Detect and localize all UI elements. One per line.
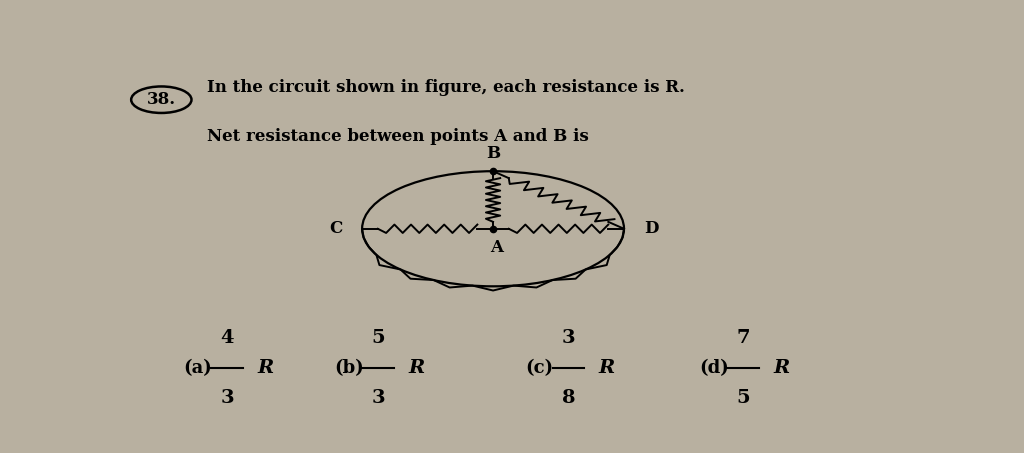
Text: D: D	[644, 220, 658, 237]
Text: 3: 3	[220, 389, 234, 407]
Text: B: B	[486, 145, 500, 163]
Text: 5: 5	[736, 389, 750, 407]
Text: R: R	[409, 359, 424, 377]
Text: 8: 8	[562, 389, 575, 407]
Text: 3: 3	[561, 329, 575, 347]
Text: 7: 7	[736, 329, 750, 347]
Text: 3: 3	[371, 389, 385, 407]
Text: 5: 5	[371, 329, 385, 347]
Text: Net resistance between points A and B is: Net resistance between points A and B is	[207, 128, 589, 145]
Text: R: R	[257, 359, 273, 377]
Text: R: R	[773, 359, 790, 377]
Text: (b): (b)	[334, 359, 365, 377]
Text: 38.: 38.	[146, 91, 176, 108]
Text: In the circuit shown in figure, each resistance is R.: In the circuit shown in figure, each res…	[207, 79, 685, 96]
Text: (a): (a)	[183, 359, 212, 377]
Text: (c): (c)	[524, 359, 553, 377]
Text: C: C	[329, 220, 342, 237]
Text: A: A	[490, 239, 504, 255]
Text: 4: 4	[220, 329, 233, 347]
Text: (d): (d)	[699, 359, 729, 377]
Text: R: R	[599, 359, 614, 377]
